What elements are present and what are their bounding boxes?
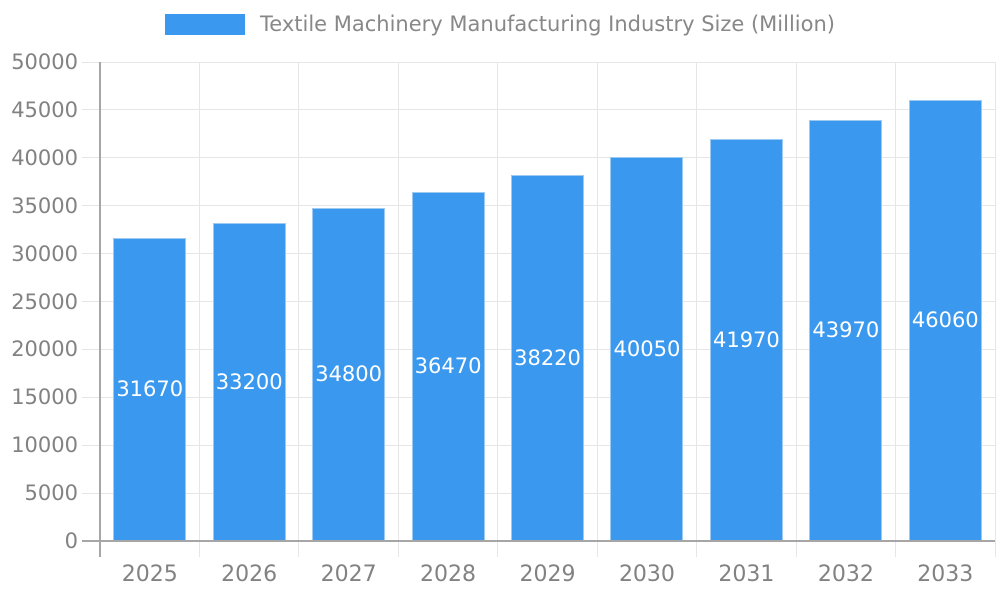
- bar-value-label: 31670: [116, 377, 184, 402]
- y-tick-label: 45000: [11, 97, 78, 122]
- legend-swatch: [165, 13, 246, 35]
- bar: 40050: [610, 157, 684, 541]
- bar-value-label: 43970: [812, 318, 880, 343]
- bar: 34800: [312, 207, 386, 541]
- bar-value-label: 34800: [315, 362, 383, 387]
- bar-value-label: 40050: [613, 337, 681, 362]
- h-gridline: [82, 157, 995, 159]
- v-gridline: [497, 62, 499, 557]
- y-tick-label: 5000: [24, 481, 78, 506]
- y-tick-label: 10000: [11, 433, 78, 458]
- y-tick-label: 35000: [11, 193, 78, 218]
- x-tick-label: 2026: [221, 562, 278, 587]
- x-tick-label: 2031: [718, 562, 775, 587]
- v-gridline: [298, 62, 300, 557]
- x-tick-label: 2029: [519, 562, 576, 587]
- x-tick-label: 2025: [121, 562, 178, 587]
- v-gridline: [795, 62, 797, 557]
- x-tick-label: 2033: [917, 562, 974, 587]
- y-tick-label: 50000: [11, 50, 78, 74]
- legend-label: Textile Machinery Manufacturing Industry…: [260, 12, 835, 36]
- x-axis-line: [82, 540, 995, 542]
- y-tick-label: 0: [64, 529, 78, 553]
- bar-value-label: 41970: [712, 327, 780, 352]
- y-tick-label: 15000: [11, 385, 78, 410]
- bar: 41970: [709, 138, 783, 541]
- bar-value-label: 33200: [215, 369, 283, 394]
- x-tick-label: 2032: [817, 562, 874, 587]
- h-gridline: [82, 109, 995, 111]
- y-tick-label: 20000: [11, 337, 78, 362]
- y-tick-label: 30000: [11, 241, 78, 266]
- h-gridline: [82, 61, 995, 63]
- v-gridline: [994, 62, 996, 557]
- bar: 33200: [212, 222, 286, 541]
- bar-value-label: 36470: [414, 354, 482, 379]
- y-tick-label: 25000: [11, 289, 78, 314]
- x-tick-label: 2027: [320, 562, 377, 587]
- bar: 46060: [908, 99, 982, 541]
- v-gridline: [895, 62, 897, 557]
- bar-value-label: 46060: [911, 308, 979, 333]
- bar-value-label: 38220: [514, 345, 581, 370]
- v-gridline: [198, 62, 200, 557]
- v-gridline: [397, 62, 399, 557]
- v-gridline: [696, 62, 698, 557]
- x-tick-label: 2030: [618, 562, 675, 587]
- v-gridline: [596, 62, 598, 557]
- bar: 43970: [809, 119, 883, 541]
- x-tick-label: 2028: [420, 562, 477, 587]
- bar: 36470: [411, 191, 485, 541]
- y-axis-line: [99, 62, 101, 557]
- y-tick-label: 40000: [11, 145, 78, 170]
- bar: 31670: [113, 237, 187, 541]
- chart-legend: Textile Machinery Manufacturing Industry…: [0, 12, 1000, 36]
- bar: 38220: [511, 174, 584, 541]
